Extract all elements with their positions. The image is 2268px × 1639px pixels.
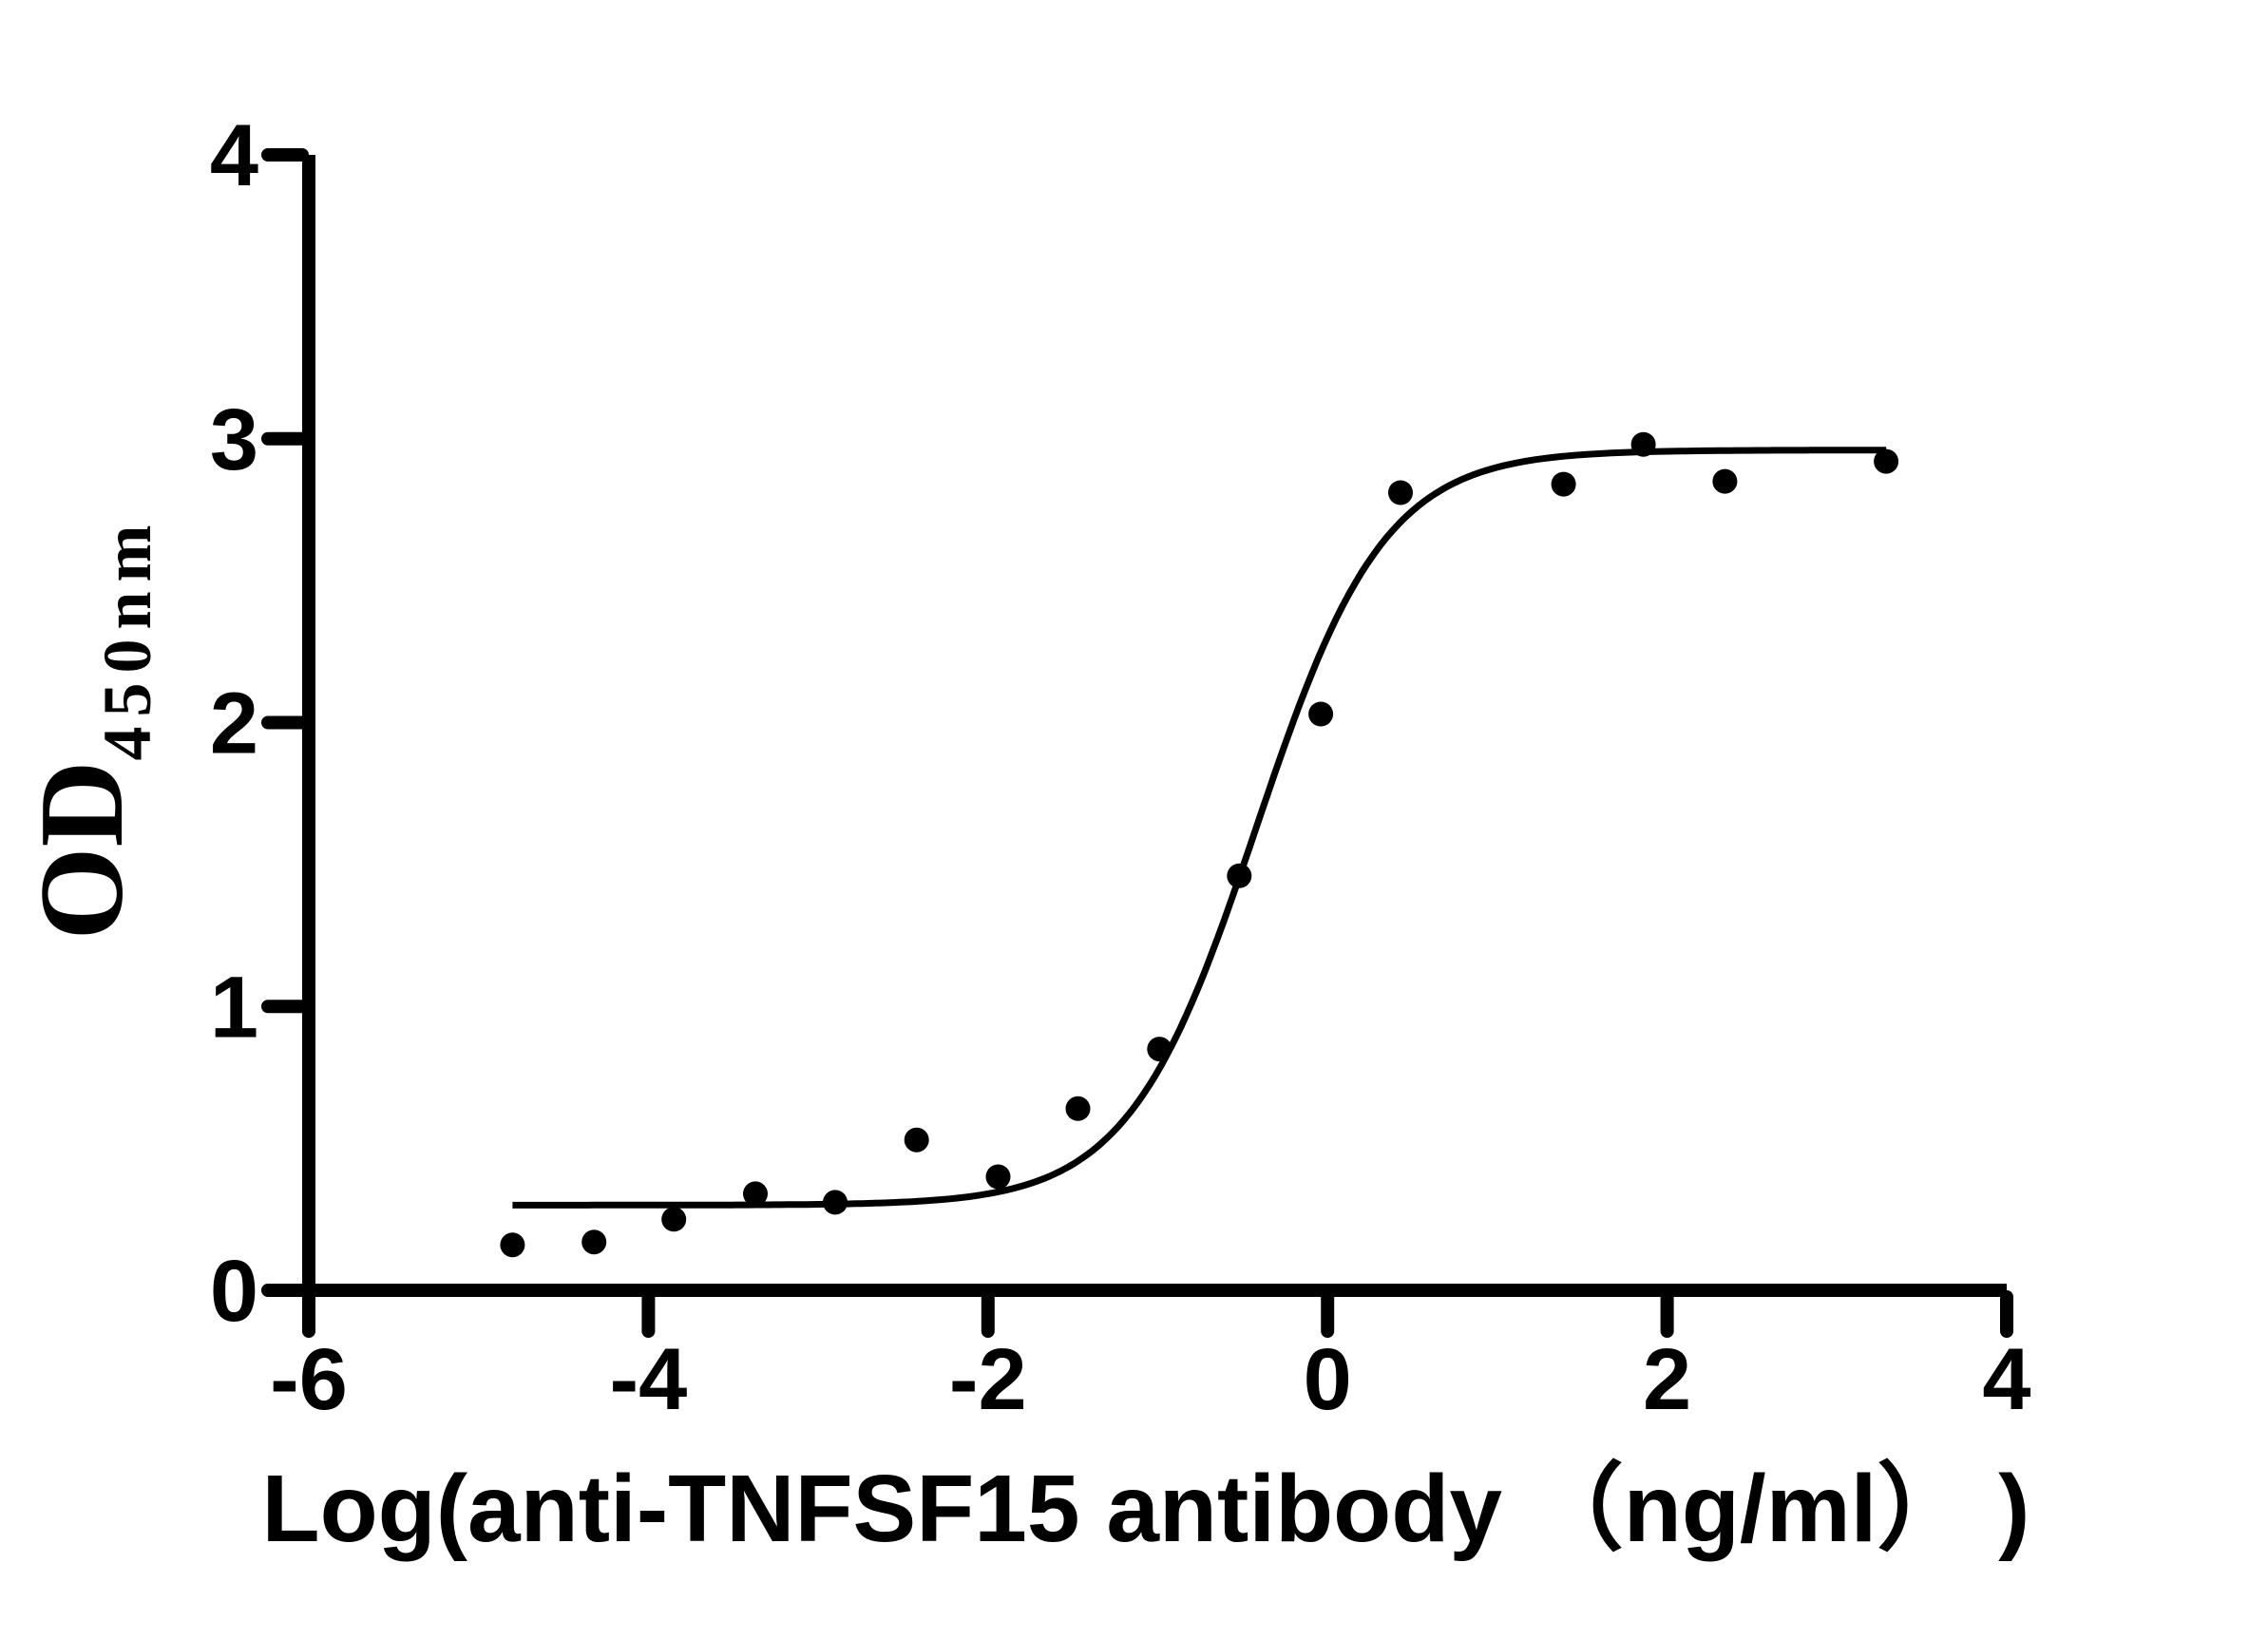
x-tick-label: -6	[270, 1331, 348, 1428]
data-point	[904, 1127, 929, 1153]
y-tick-label: 3	[210, 391, 258, 488]
y-axis-title: OD450nm	[16, 515, 165, 940]
data-point	[1712, 468, 1738, 494]
data-point	[1551, 471, 1576, 497]
y-axis-ticks	[261, 148, 309, 1297]
y-axis-title-main: OD	[16, 761, 148, 941]
x-axis-title: Log(anti-TNFSF15 antibody （ng/ml） )	[262, 1456, 2030, 1562]
y-tick-label: 4	[210, 107, 258, 204]
data-point	[1147, 1037, 1172, 1062]
x-tick-label: -4	[609, 1331, 687, 1428]
data-point	[581, 1229, 607, 1255]
x-tick-label: -2	[949, 1331, 1027, 1428]
data-point	[743, 1181, 768, 1207]
data-points	[500, 431, 1899, 1258]
axes	[302, 155, 2007, 1297]
data-point	[500, 1232, 525, 1258]
x-axis-tick-labels: -6 -4 -2 0 2 4	[270, 1331, 2030, 1428]
y-tick-label: 2	[210, 676, 258, 772]
y-tick-label: 0	[210, 1243, 258, 1340]
data-point	[1065, 1096, 1091, 1121]
fit-curve	[512, 447, 1887, 1209]
x-tick-label: 0	[1304, 1331, 1352, 1428]
data-point	[1227, 863, 1252, 888]
data-point	[661, 1207, 687, 1232]
y-axis-tick-labels: 0 1 2 3 4	[210, 107, 258, 1340]
data-point	[1630, 431, 1656, 457]
data-point	[823, 1190, 848, 1215]
x-axis-ticks	[302, 1290, 2013, 1338]
data-point	[1388, 480, 1413, 505]
x-tick-label: 4	[1982, 1331, 2030, 1428]
data-point	[1874, 448, 1899, 474]
y-tick-label: 1	[210, 959, 258, 1056]
x-tick-label: 2	[1643, 1331, 1691, 1428]
y-axis-title-subscript: 450nm	[89, 515, 165, 760]
data-point	[985, 1164, 1011, 1190]
data-point	[1308, 701, 1334, 727]
